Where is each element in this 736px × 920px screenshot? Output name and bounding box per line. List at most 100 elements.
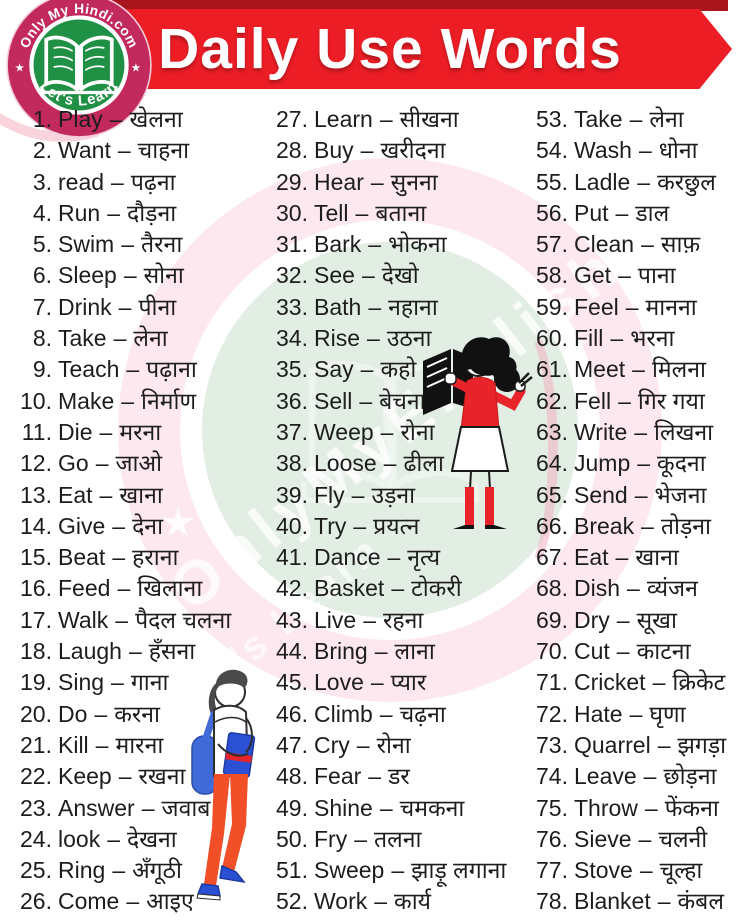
- row-number: 23.: [20, 794, 52, 821]
- hindi-word: चढ़ना: [399, 700, 446, 727]
- word-row: 63. Write – लिखना: [518, 417, 734, 448]
- row-number: 45.: [276, 669, 308, 696]
- word-row: 75. Throw – फेंकना: [518, 793, 734, 824]
- english-word: Live: [314, 606, 357, 633]
- english-word: Feed: [58, 575, 111, 602]
- word-row: 69. Dry – सूखा: [518, 605, 734, 636]
- english-word: Try: [314, 512, 347, 539]
- dash-separator: –: [380, 418, 394, 445]
- word-column-3: 53. Take – लेना 54. Wash – धोना 55. Ladl…: [518, 104, 734, 918]
- hindi-word: भोकना: [388, 231, 447, 258]
- english-word: Cry: [314, 731, 350, 758]
- row-number: 16.: [20, 575, 52, 602]
- dash-separator: –: [118, 293, 132, 320]
- word-row: 2. Want – चाहना: [6, 135, 252, 166]
- word-row: 54. Wash – धोना: [518, 135, 734, 166]
- word-row: 14. Give – देना: [6, 511, 252, 542]
- hindi-word: रहना: [383, 606, 424, 633]
- dash-separator: –: [112, 857, 126, 884]
- row-number: 49.: [276, 794, 308, 821]
- english-word: Fly: [314, 481, 345, 508]
- hindi-word: खरीदना: [380, 137, 446, 164]
- row-number: 1.: [32, 106, 52, 132]
- dash-separator: –: [112, 512, 126, 539]
- row-number: 9.: [32, 356, 52, 383]
- dash-separator: –: [95, 450, 109, 477]
- english-word: Drink: [58, 293, 112, 320]
- hindi-word: सोना: [143, 262, 184, 289]
- row-number: 22.: [20, 763, 52, 790]
- english-word: Answer: [58, 794, 135, 821]
- row-number: 67.: [536, 544, 568, 571]
- row-number: 35.: [276, 356, 308, 383]
- word-row: 39. Fly – उड़ना: [258, 480, 510, 511]
- hindi-word: नृत्य: [407, 544, 441, 571]
- hindi-word: खेलना: [129, 106, 183, 132]
- dash-separator: –: [368, 293, 382, 320]
- hindi-word: काटना: [636, 638, 691, 665]
- hindi-word: देखो: [381, 262, 419, 289]
- hindi-word: सुनना: [390, 168, 438, 195]
- row-number: 21.: [20, 731, 52, 758]
- english-word: Hear: [314, 168, 364, 195]
- row-number: 69.: [536, 606, 568, 633]
- hindi-word: अँगूठी: [132, 857, 182, 884]
- word-row: 1. Play – खेलना: [6, 104, 252, 135]
- row-number: 34.: [276, 325, 308, 352]
- english-word: look: [58, 825, 101, 852]
- dash-separator: –: [616, 638, 630, 665]
- row-number: 4.: [32, 199, 52, 226]
- word-row: 23. Answer – जवाब: [6, 793, 252, 824]
- word-row: 70. Cut – काटना: [518, 636, 734, 667]
- dash-separator: –: [634, 481, 648, 508]
- word-row: 67. Eat – खाना: [518, 542, 734, 573]
- dash-separator: –: [112, 544, 126, 571]
- brand-logo-badge: Only My Hindi.com Let's Learn ★ ★: [6, 0, 152, 138]
- row-number: 11.: [21, 418, 52, 445]
- row-number: 74.: [536, 763, 568, 790]
- hindi-word: करछुल: [657, 168, 716, 195]
- dash-separator: –: [360, 356, 374, 383]
- row-number: 3.: [32, 168, 52, 195]
- hindi-word: देखना: [127, 825, 177, 852]
- dash-separator: –: [95, 731, 109, 758]
- english-word: Walk: [58, 606, 109, 633]
- word-row: 6. Sleep – सोना: [6, 260, 252, 291]
- english-word: Hate: [574, 700, 623, 727]
- english-word: Fear: [314, 763, 362, 790]
- word-row: 3. read – पढ़ना: [6, 167, 252, 198]
- word-row: 42. Basket – टोकरी: [258, 573, 510, 604]
- hindi-word: साफ़: [660, 231, 701, 258]
- word-row: 66. Break – तोड़ना: [518, 511, 734, 542]
- word-row: 53. Take – लेना: [518, 104, 734, 135]
- row-number: 62.: [536, 387, 568, 414]
- row-number: 48.: [276, 763, 308, 790]
- word-row: 18. Laugh – हँसना: [6, 636, 252, 667]
- hindi-word: प्यार: [390, 669, 427, 696]
- english-word: Quarrel: [574, 731, 651, 758]
- hindi-word: झाड़ू लगाना: [411, 857, 507, 884]
- hindi-word: कहो: [380, 356, 417, 383]
- hindi-word: आइए: [146, 888, 194, 915]
- dash-separator: –: [368, 763, 382, 790]
- english-word: Work: [314, 888, 368, 915]
- english-word: Bark: [314, 231, 362, 258]
- row-number: 33.: [276, 293, 308, 320]
- row-number: 57.: [536, 231, 568, 258]
- row-number: 60.: [536, 325, 568, 352]
- word-row: 60. Fill – भरना: [518, 323, 734, 354]
- word-row: 77. Stove – चूल्हा: [518, 855, 734, 886]
- word-row: 59. Feel – मानना: [518, 292, 734, 323]
- row-number: 61.: [536, 356, 568, 383]
- hindi-word: छोड़ना: [663, 763, 717, 790]
- dash-separator: –: [638, 137, 652, 164]
- row-number: 52.: [276, 888, 308, 915]
- hindi-word: फेंकना: [664, 794, 719, 821]
- english-word: Laugh: [58, 638, 122, 665]
- word-row: 29. Hear – सुनना: [258, 167, 510, 198]
- word-row: 20. Do – करना: [6, 699, 252, 730]
- english-word: Buy: [314, 137, 354, 164]
- hindi-word: डर: [388, 763, 410, 790]
- dash-separator: –: [629, 700, 643, 727]
